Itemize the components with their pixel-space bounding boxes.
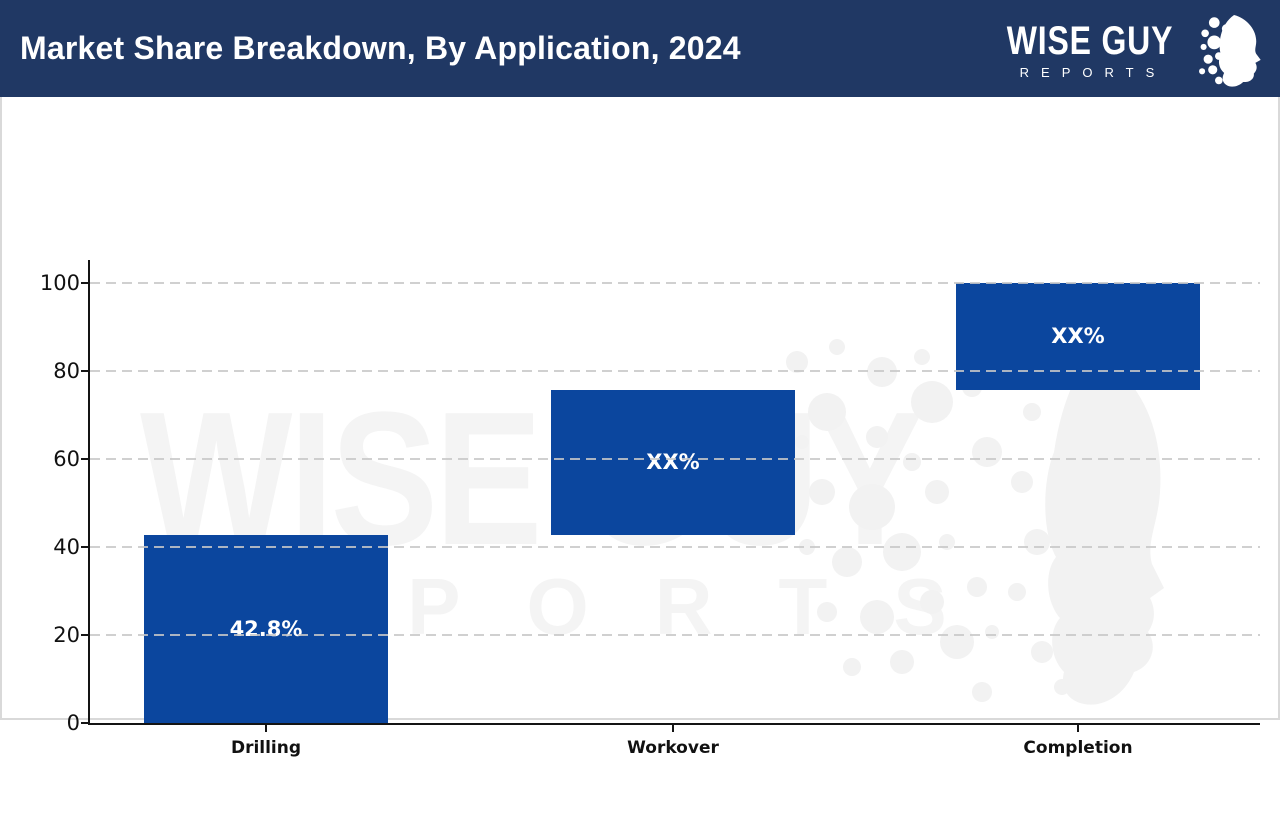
- x-category-label: Completion: [1023, 738, 1133, 758]
- bar-drilling: 42.8%: [144, 534, 388, 723]
- y-tick: [81, 722, 88, 724]
- grid-line: [90, 546, 1260, 548]
- brand-logo: WISE GUY REPORTS: [986, 8, 1266, 92]
- y-tick-label: 40: [53, 535, 80, 559]
- header: Market Share Breakdown, By Application, …: [0, 0, 1280, 97]
- x-category-label: Drilling: [230, 738, 302, 758]
- chart-panel: WISE GUY REPORTS 42.8% XX% XX% 0 20 40 60 80 100…: [0, 97, 1280, 758]
- y-tick: [81, 370, 88, 372]
- x-tick: [1077, 725, 1079, 732]
- y-tick: [81, 282, 88, 284]
- x-tick: [672, 725, 674, 732]
- grid-line: [90, 370, 1260, 372]
- page-title: Market Share Breakdown, By Application, …: [20, 30, 741, 66]
- bar-value-label: XX%: [646, 450, 700, 475]
- chart-area: 42.8% XX% XX% 0 20 40 60 80 100 Drilling Workover C…: [2, 97, 1280, 817]
- x-category-label: Workover: [627, 738, 719, 758]
- bar-value-label: XX%: [1051, 324, 1105, 349]
- x-tick: [265, 725, 267, 732]
- x-axis: [88, 723, 1260, 725]
- grid-line: [90, 458, 1260, 460]
- brand-logo-text: WISE GUY REPORTS: [986, 21, 1194, 80]
- y-tick: [81, 458, 88, 460]
- grid-line: [90, 634, 1260, 636]
- grid-line: [90, 282, 1260, 284]
- y-tick: [81, 634, 88, 636]
- y-tick-label: 20: [53, 623, 80, 647]
- y-tick-label: 100: [39, 271, 80, 295]
- report-chart-image: Market Share Breakdown, By Application, …: [0, 0, 1280, 758]
- bar-value-label: 42.8%: [229, 616, 303, 641]
- y-tick-label: 80: [53, 359, 80, 383]
- bar-completion: XX%: [956, 283, 1200, 390]
- y-tick-label: 60: [53, 447, 80, 471]
- y-tick-label: 0: [66, 711, 80, 735]
- bar-workover: XX%: [551, 389, 795, 535]
- logo-wordmark: WISE GUY: [1006, 18, 1174, 63]
- logo-subtext: REPORTS: [1019, 64, 1167, 80]
- y-tick: [81, 546, 88, 548]
- y-axis: [88, 260, 90, 725]
- logo-face-icon: [1199, 15, 1261, 87]
